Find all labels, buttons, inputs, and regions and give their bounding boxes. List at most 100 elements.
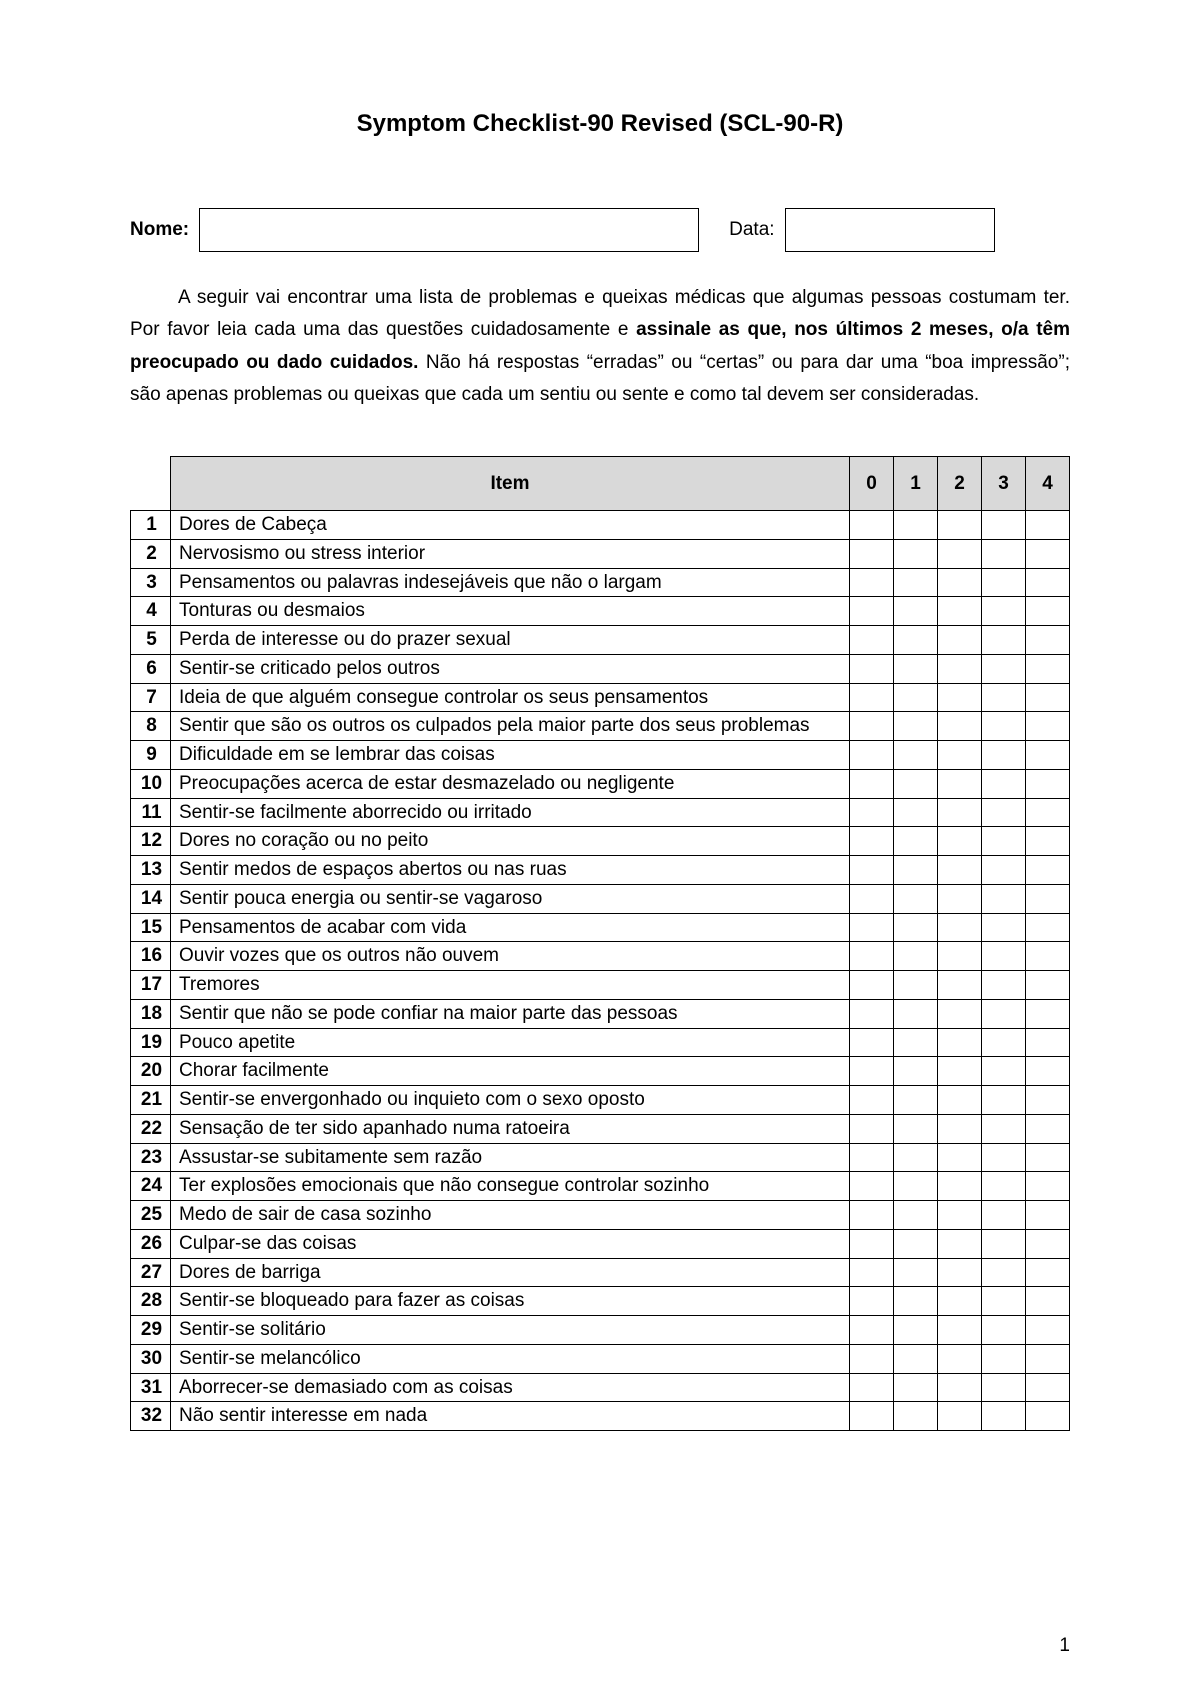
score-cell-2[interactable] — [938, 971, 982, 1000]
score-cell-1[interactable] — [894, 999, 938, 1028]
score-cell-1[interactable] — [894, 1114, 938, 1143]
score-cell-4[interactable] — [1026, 1373, 1070, 1402]
score-cell-0[interactable] — [850, 856, 894, 885]
score-cell-1[interactable] — [894, 712, 938, 741]
score-cell-3[interactable] — [982, 1114, 1026, 1143]
score-cell-2[interactable] — [938, 769, 982, 798]
score-cell-2[interactable] — [938, 1373, 982, 1402]
score-cell-2[interactable] — [938, 712, 982, 741]
score-cell-4[interactable] — [1026, 1172, 1070, 1201]
score-cell-4[interactable] — [1026, 1057, 1070, 1086]
score-cell-0[interactable] — [850, 1172, 894, 1201]
score-cell-2[interactable] — [938, 1028, 982, 1057]
score-cell-3[interactable] — [982, 626, 1026, 655]
score-cell-0[interactable] — [850, 1229, 894, 1258]
score-cell-2[interactable] — [938, 1143, 982, 1172]
score-cell-0[interactable] — [850, 971, 894, 1000]
score-cell-3[interactable] — [982, 654, 1026, 683]
score-cell-2[interactable] — [938, 568, 982, 597]
score-cell-3[interactable] — [982, 1201, 1026, 1230]
score-cell-4[interactable] — [1026, 1287, 1070, 1316]
score-cell-2[interactable] — [938, 1172, 982, 1201]
score-cell-4[interactable] — [1026, 539, 1070, 568]
score-cell-2[interactable] — [938, 884, 982, 913]
score-cell-3[interactable] — [982, 798, 1026, 827]
score-cell-3[interactable] — [982, 856, 1026, 885]
score-cell-1[interactable] — [894, 1143, 938, 1172]
score-cell-1[interactable] — [894, 769, 938, 798]
score-cell-4[interactable] — [1026, 856, 1070, 885]
score-cell-1[interactable] — [894, 1287, 938, 1316]
score-cell-4[interactable] — [1026, 1258, 1070, 1287]
score-cell-3[interactable] — [982, 1229, 1026, 1258]
score-cell-2[interactable] — [938, 913, 982, 942]
score-cell-2[interactable] — [938, 999, 982, 1028]
score-cell-0[interactable] — [850, 1344, 894, 1373]
score-cell-3[interactable] — [982, 942, 1026, 971]
score-cell-2[interactable] — [938, 942, 982, 971]
score-cell-0[interactable] — [850, 942, 894, 971]
score-cell-3[interactable] — [982, 741, 1026, 770]
nome-input[interactable] — [199, 208, 699, 252]
score-cell-4[interactable] — [1026, 1201, 1070, 1230]
score-cell-0[interactable] — [850, 1201, 894, 1230]
score-cell-0[interactable] — [850, 597, 894, 626]
score-cell-1[interactable] — [894, 1229, 938, 1258]
score-cell-1[interactable] — [894, 1258, 938, 1287]
score-cell-2[interactable] — [938, 626, 982, 655]
score-cell-2[interactable] — [938, 1344, 982, 1373]
score-cell-0[interactable] — [850, 1316, 894, 1345]
score-cell-1[interactable] — [894, 1344, 938, 1373]
score-cell-2[interactable] — [938, 1114, 982, 1143]
score-cell-2[interactable] — [938, 741, 982, 770]
score-cell-4[interactable] — [1026, 798, 1070, 827]
score-cell-1[interactable] — [894, 942, 938, 971]
score-cell-4[interactable] — [1026, 942, 1070, 971]
score-cell-3[interactable] — [982, 539, 1026, 568]
score-cell-4[interactable] — [1026, 884, 1070, 913]
score-cell-3[interactable] — [982, 597, 1026, 626]
score-cell-1[interactable] — [894, 971, 938, 1000]
score-cell-2[interactable] — [938, 1086, 982, 1115]
score-cell-3[interactable] — [982, 1373, 1026, 1402]
score-cell-2[interactable] — [938, 1057, 982, 1086]
score-cell-4[interactable] — [1026, 683, 1070, 712]
score-cell-3[interactable] — [982, 1086, 1026, 1115]
score-cell-4[interactable] — [1026, 626, 1070, 655]
score-cell-0[interactable] — [850, 884, 894, 913]
score-cell-0[interactable] — [850, 539, 894, 568]
score-cell-4[interactable] — [1026, 1344, 1070, 1373]
score-cell-4[interactable] — [1026, 1143, 1070, 1172]
score-cell-4[interactable] — [1026, 712, 1070, 741]
score-cell-1[interactable] — [894, 856, 938, 885]
score-cell-3[interactable] — [982, 511, 1026, 540]
score-cell-1[interactable] — [894, 827, 938, 856]
score-cell-0[interactable] — [850, 712, 894, 741]
score-cell-4[interactable] — [1026, 827, 1070, 856]
score-cell-1[interactable] — [894, 539, 938, 568]
score-cell-3[interactable] — [982, 1172, 1026, 1201]
score-cell-3[interactable] — [982, 884, 1026, 913]
score-cell-3[interactable] — [982, 999, 1026, 1028]
score-cell-3[interactable] — [982, 971, 1026, 1000]
data-input[interactable] — [785, 208, 995, 252]
score-cell-3[interactable] — [982, 913, 1026, 942]
score-cell-1[interactable] — [894, 1201, 938, 1230]
score-cell-1[interactable] — [894, 1373, 938, 1402]
score-cell-2[interactable] — [938, 654, 982, 683]
score-cell-1[interactable] — [894, 1028, 938, 1057]
score-cell-0[interactable] — [850, 683, 894, 712]
score-cell-1[interactable] — [894, 1086, 938, 1115]
score-cell-1[interactable] — [894, 1057, 938, 1086]
score-cell-4[interactable] — [1026, 1316, 1070, 1345]
score-cell-3[interactable] — [982, 1344, 1026, 1373]
score-cell-4[interactable] — [1026, 654, 1070, 683]
score-cell-1[interactable] — [894, 626, 938, 655]
score-cell-0[interactable] — [850, 654, 894, 683]
score-cell-3[interactable] — [982, 827, 1026, 856]
score-cell-2[interactable] — [938, 511, 982, 540]
score-cell-2[interactable] — [938, 827, 982, 856]
score-cell-2[interactable] — [938, 856, 982, 885]
score-cell-3[interactable] — [982, 568, 1026, 597]
score-cell-2[interactable] — [938, 539, 982, 568]
